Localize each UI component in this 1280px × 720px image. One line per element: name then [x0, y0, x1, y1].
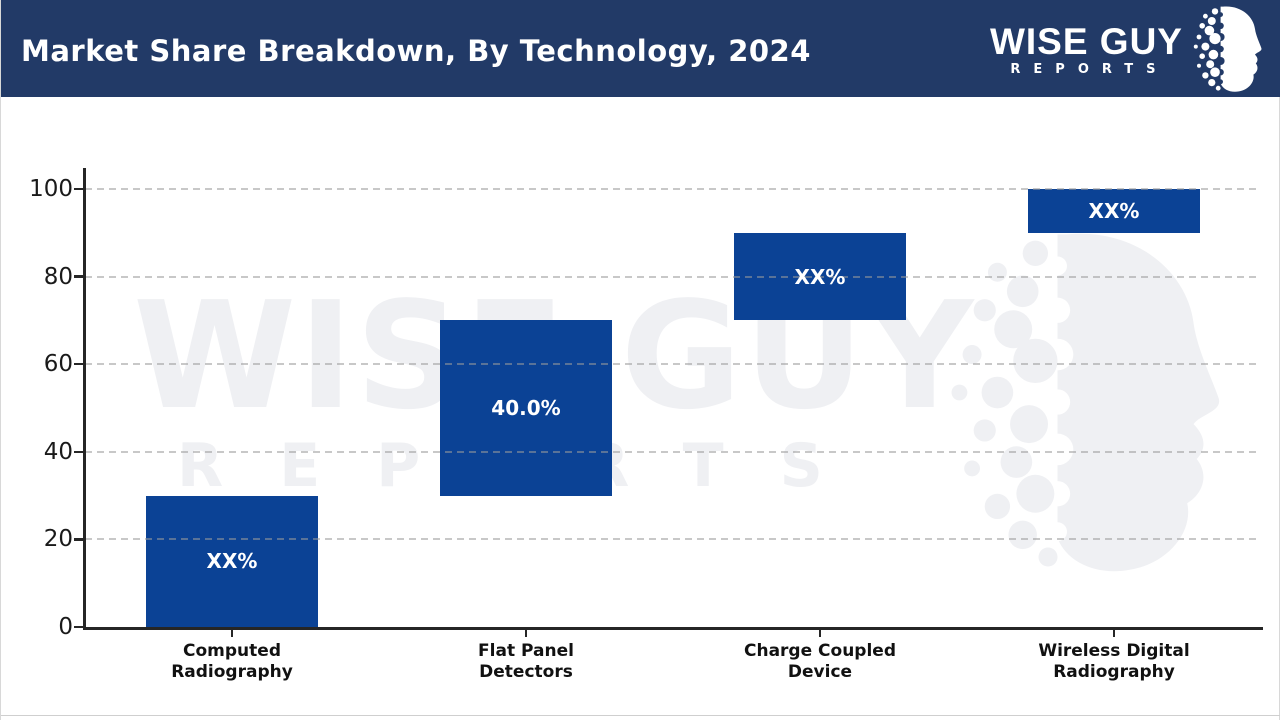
gridline-100 — [85, 187, 1261, 190]
y-tick-label: 60 — [43, 351, 73, 378]
x-category-label: Wireless Digital Radiography — [1038, 641, 1190, 683]
bar-value-label: XX% — [206, 549, 258, 574]
y-tick-mark — [74, 625, 84, 629]
y-tick-label: 0 — [58, 614, 73, 640]
bar — [146, 495, 318, 627]
chart-title: Market Share Breakdown, By Technology, 2… — [21, 34, 811, 68]
x-category-label: Charge Coupled Device — [743, 641, 896, 683]
watermark-face-icon — [951, 233, 1220, 572]
x-tick-mark — [818, 629, 822, 637]
wiseguy-logo: WISE GUY REPORTS — [990, 4, 1269, 94]
bar-value-label: 40.0% — [491, 395, 561, 420]
x-tick-mark — [1112, 629, 1116, 637]
y-tick-label: 40 — [43, 438, 73, 465]
gridline-60 — [85, 363, 1261, 366]
gridline-80 — [85, 275, 1261, 278]
logo-face-icon — [1193, 6, 1262, 92]
y-tick-mark — [74, 538, 84, 541]
y-tick-label: 100 — [29, 175, 73, 202]
gridline-20 — [85, 538, 1261, 541]
bar — [440, 320, 612, 496]
x-category-label: Computed Radiography — [171, 641, 293, 683]
gridline-40 — [85, 450, 1261, 453]
x-tick-mark — [230, 629, 234, 637]
y-axis-line — [83, 168, 86, 629]
y-tick-mark — [74, 275, 84, 278]
logo-wordmark: WISE GUY — [989, 20, 1183, 62]
y-tick-label: 80 — [43, 263, 73, 290]
bar-value-label: XX% — [794, 264, 846, 289]
x-tick-mark — [524, 629, 528, 637]
x-axis-line — [83, 627, 1263, 630]
bottom-border — [1, 715, 1280, 716]
logo-tagline: REPORTS — [1010, 61, 1169, 77]
x-category-label: Flat Panel Detectors — [478, 641, 574, 683]
y-tick-mark — [74, 450, 84, 453]
y-tick-label: 20 — [43, 526, 73, 553]
bar — [1028, 188, 1200, 233]
y-tick-mark — [74, 362, 84, 366]
bar-value-label: XX% — [1088, 198, 1140, 223]
header-banner: Market Share Breakdown, By Technology, 2… — [1, 0, 1280, 97]
logo-text: WISE GUY REPORTS — [990, 23, 1183, 76]
y-tick-mark — [74, 187, 84, 191]
